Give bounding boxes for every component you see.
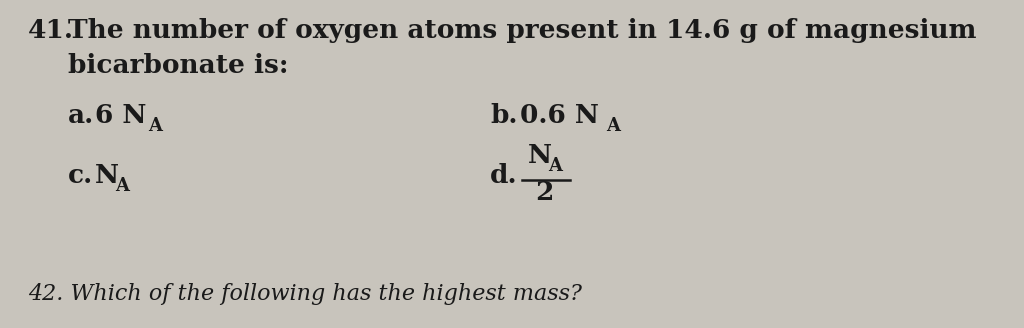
Text: A: A <box>148 117 162 135</box>
Text: A: A <box>606 117 620 135</box>
Text: N: N <box>528 143 552 168</box>
Text: A: A <box>115 177 129 195</box>
Text: The number of oxygen atoms present in 14.6 g of magnesium: The number of oxygen atoms present in 14… <box>68 18 977 43</box>
Text: 0.6 N: 0.6 N <box>520 103 599 128</box>
Text: bicarbonate is:: bicarbonate is: <box>68 53 289 78</box>
Text: N: N <box>95 163 119 188</box>
Text: 2: 2 <box>535 180 553 205</box>
Text: a.: a. <box>68 103 94 128</box>
Text: 42. Which of the following has the highest mass?: 42. Which of the following has the highe… <box>28 283 582 305</box>
Text: 41.: 41. <box>28 18 74 43</box>
Text: A: A <box>548 157 562 175</box>
Text: b.: b. <box>490 103 517 128</box>
Text: 6 N: 6 N <box>95 103 146 128</box>
Text: d.: d. <box>490 163 517 188</box>
Text: c.: c. <box>68 163 93 188</box>
